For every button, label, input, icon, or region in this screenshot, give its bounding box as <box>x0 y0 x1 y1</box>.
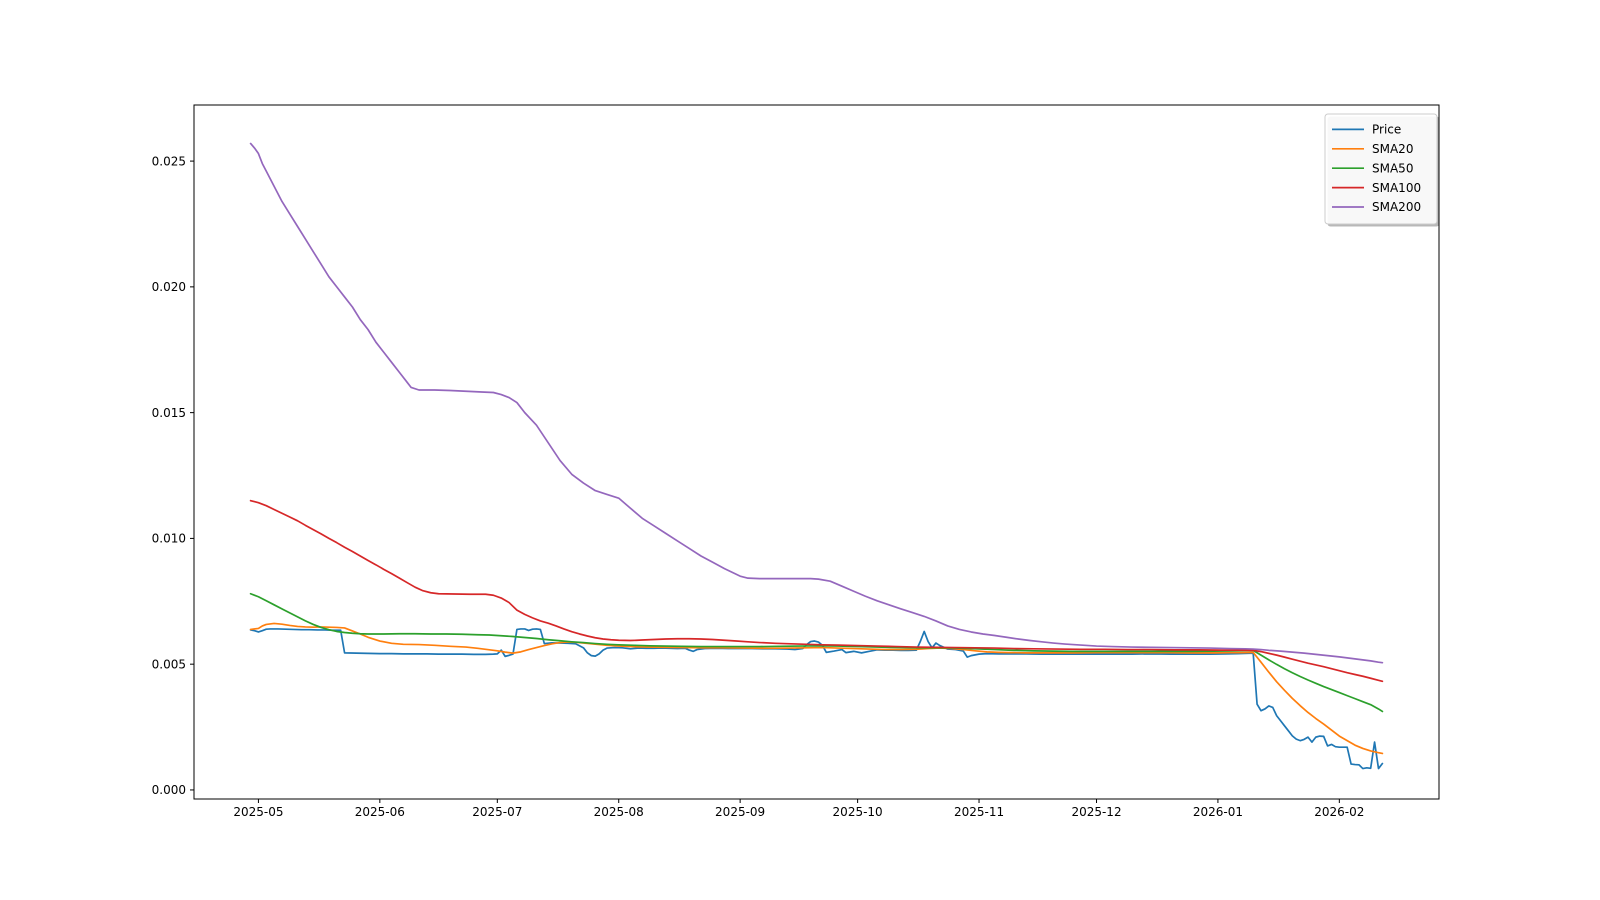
legend-box <box>1324 113 1438 225</box>
series-line-sma200 <box>249 142 1384 664</box>
y-tick-label: 0.010 <box>152 532 186 546</box>
series-line-price <box>249 628 1384 770</box>
legend-label-price: Price <box>1372 123 1401 137</box>
x-tick-label: 2025-06 <box>355 805 405 819</box>
series-line-sma20 <box>249 622 1384 755</box>
x-tick-label: 2025-09 <box>715 805 765 819</box>
legend-label-sma20: SMA20 <box>1372 142 1413 156</box>
y-tick-label: 0.015 <box>152 406 186 420</box>
y-tick-label: 0.005 <box>152 657 186 671</box>
y-tick-label: 0.020 <box>152 280 186 294</box>
x-tick-label: 2026-02 <box>1314 805 1364 819</box>
x-tick-label: 2025-08 <box>594 805 644 819</box>
y-tick-label: 0.025 <box>152 154 186 168</box>
legend-label-sma100: SMA100 <box>1372 181 1421 195</box>
x-tick-label: 2025-12 <box>1071 805 1121 819</box>
x-tick-label: 2025-05 <box>233 805 283 819</box>
plot-area <box>194 105 1439 799</box>
plot-border <box>193 104 1440 800</box>
y-tick-label: 0.000 <box>152 783 186 797</box>
legend-label-sma50: SMA50 <box>1372 161 1413 175</box>
x-tick-label: 2025-10 <box>833 805 883 819</box>
x-tick-label: 2025-07 <box>472 805 522 819</box>
legend-label-sma200: SMA200 <box>1372 200 1421 214</box>
x-tick-label: 2025-11 <box>954 805 1004 819</box>
series-line-sma50 <box>249 592 1384 713</box>
x-tick-label: 2026-01 <box>1193 805 1243 819</box>
series-line-sma100 <box>249 499 1384 683</box>
